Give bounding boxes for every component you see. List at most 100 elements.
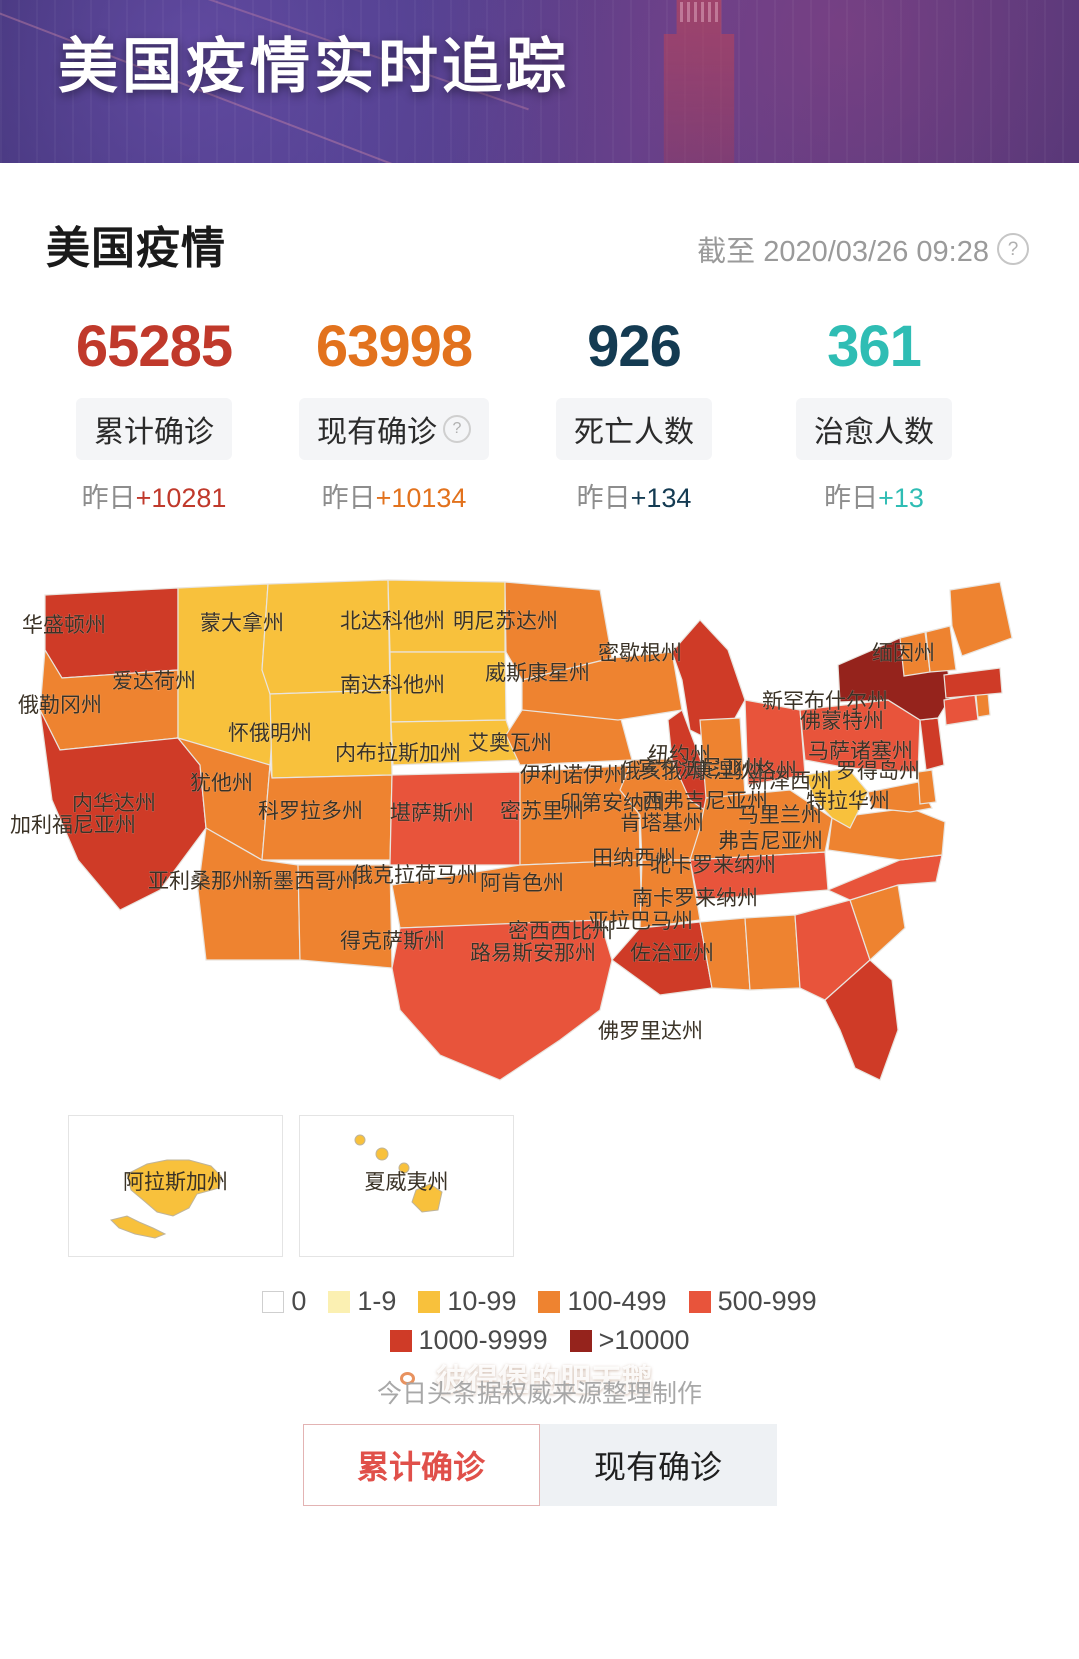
stat-value: 65285 <box>75 314 233 379</box>
state-label: 缅因州 <box>872 641 935 665</box>
map-legend: 0 1-9 10-99 100-499 500-999 1000-9999 >1… <box>0 1286 1079 1410</box>
inset-hawaii[interactable]: 夏威夷州 <box>299 1115 514 1257</box>
state-NJ <box>919 717 945 771</box>
state-label: 田纳西州 <box>592 846 676 870</box>
legend-item: 1000-9999 <box>389 1325 548 1356</box>
stat-value: 361 <box>827 314 922 379</box>
legend-label: 10-99 <box>447 1286 517 1316</box>
state-label: 路易斯安那州 <box>470 941 596 965</box>
state-label: 爱达荷州 <box>112 669 196 693</box>
state-label: 印第安纳州 <box>560 791 665 815</box>
stat-delta-prefix: 昨日 <box>81 483 136 513</box>
help-icon[interactable]: ? <box>997 233 1029 265</box>
us-map-svg: 华盛顿州 俄勒冈州 爱达荷州 蒙大拿州 北达科他州 南达科他州 怀俄明州 内布拉… <box>10 579 1013 1081</box>
banner-title: 美国疫情实时追踪 <box>58 32 570 102</box>
state-RI <box>975 692 991 718</box>
state-FL <box>824 959 899 1081</box>
timestamp-row: 截至 2020/03/26 09:28 ? <box>697 228 1029 270</box>
stat-delta-prefix: 昨日 <box>576 483 631 513</box>
state-label: 康涅狄格州 <box>692 759 797 783</box>
state-shapes <box>39 579 1013 1081</box>
state-CA <box>39 709 207 911</box>
stat-label-chip: 现有确诊 ? <box>299 398 489 460</box>
state-labels: 华盛顿州 俄勒冈州 爱达荷州 蒙大拿州 北达科他州 南达科他州 怀俄明州 内布拉… <box>10 609 936 1044</box>
state-label: 佛罗里达州 <box>598 1019 703 1043</box>
state-KY <box>689 789 833 861</box>
stat-label: 治愈人数 <box>814 416 934 449</box>
legend-swatch <box>538 1290 561 1313</box>
state-label: 南卡罗来纳州 <box>632 886 758 910</box>
state-label: 新墨西哥州 <box>252 869 357 893</box>
stat-delta: 昨日+10134 <box>274 476 514 515</box>
legend-label: 100-499 <box>567 1286 667 1316</box>
state-label: 纽约州 <box>648 743 711 767</box>
stat-label: 累计确诊 <box>94 416 214 449</box>
state-label: 南达科他州 <box>340 673 445 697</box>
state-label: 佛蒙特州 <box>800 709 884 733</box>
stat-label: 现有确诊 <box>317 416 437 449</box>
stat-delta: 昨日+13 <box>754 476 994 515</box>
state-MA <box>943 667 1003 699</box>
state-label: 弗吉尼亚州 <box>718 829 823 853</box>
state-DE <box>917 769 937 805</box>
state-label: 宾夕法尼亚州 <box>638 756 764 780</box>
legend-swatch <box>569 1329 592 1352</box>
state-HI-isl2 <box>375 1147 389 1161</box>
state-TX <box>391 919 613 1081</box>
inset-label: 阿拉斯加州 <box>123 1170 228 1194</box>
legend-label: 1-9 <box>357 1286 397 1316</box>
stat-label-chip: 累计确诊 <box>76 398 232 460</box>
state-label: 加利福尼亚州 <box>10 813 136 837</box>
legend-item: 0 <box>262 1286 306 1317</box>
legend-swatch <box>262 1290 285 1313</box>
map-insets: 阿拉斯加州 夏威夷州 <box>68 1115 514 1257</box>
legend-label: 1000-9999 <box>418 1325 548 1355</box>
legend-row-1: 0 1-9 10-99 100-499 500-999 <box>0 1286 1079 1317</box>
header-banner: 美国疫情实时追踪 <box>0 0 1079 163</box>
legend-item: 500-999 <box>688 1286 817 1317</box>
timestamp-label: 截至 2020/03/26 09:28 <box>697 236 989 268</box>
inset-alaska[interactable]: 阿拉斯加州 <box>68 1115 283 1257</box>
stats-row: 65285 累计确诊 昨日+10281 63998 现有确诊 ? 昨日+1013… <box>0 318 1079 515</box>
state-label: 北卡罗来纳州 <box>650 853 776 877</box>
state-label: 亚拉巴马州 <box>588 909 693 933</box>
choropleth-map[interactable]: 华盛顿州 俄勒冈州 爱达荷州 蒙大拿州 北达科他州 南达科他州 怀俄明州 内布拉… <box>0 560 1079 1398</box>
state-label: 阿肯色州 <box>480 871 564 895</box>
toggle-option-total[interactable]: 累计确诊 <box>302 1424 540 1506</box>
state-label: 华盛顿州 <box>22 613 106 637</box>
state-label: 威斯康星州 <box>485 661 590 685</box>
legend-swatch <box>328 1290 351 1313</box>
stat-label-chip: 治愈人数 <box>796 398 952 460</box>
state-label: 怀俄明州 <box>228 721 312 745</box>
state-label: 特拉华州 <box>806 789 890 813</box>
stat-delta: 昨日+10281 <box>34 476 274 515</box>
legend-row-2: 1000-9999 >10000 <box>0 1325 1079 1356</box>
help-icon[interactable]: ? <box>443 415 471 443</box>
state-MD <box>867 781 933 813</box>
state-label: 伊利诺伊州 <box>520 763 625 787</box>
state-AK <box>126 1159 222 1217</box>
legend-item: 1-9 <box>328 1286 396 1317</box>
state-label: 马萨诸塞州 <box>808 739 913 763</box>
state-CT <box>943 694 979 726</box>
hawaii-shape-svg <box>354 1134 443 1213</box>
stat-label: 死亡人数 <box>574 416 694 449</box>
toggle-option-active[interactable]: 现有确诊 <box>539 1424 777 1506</box>
metric-toggle: 累计确诊 现有确诊 <box>0 1424 1079 1506</box>
legend-item: 10-99 <box>418 1286 516 1317</box>
state-label: 明尼苏达州 <box>453 609 558 633</box>
state-AR <box>639 859 701 929</box>
state-label: 堪萨斯州 <box>390 801 474 825</box>
state-label: 肯塔基州 <box>620 811 704 835</box>
page-title: 美国疫情 <box>46 224 226 273</box>
state-label: 北达科他州 <box>340 609 445 633</box>
state-ME <box>949 581 1013 657</box>
legend-label: 0 <box>291 1286 307 1316</box>
stat-card-confirmed-active: 63998 现有确诊 ? 昨日+10134 <box>274 318 514 515</box>
state-label: 内华达州 <box>72 791 156 815</box>
state-label: 俄勒冈州 <box>18 693 102 717</box>
state-AK-aleutians <box>110 1215 167 1239</box>
state-label: 得克萨斯州 <box>340 929 445 953</box>
stat-delta-prefix: 昨日 <box>824 483 879 513</box>
stat-value: 926 <box>587 314 682 379</box>
